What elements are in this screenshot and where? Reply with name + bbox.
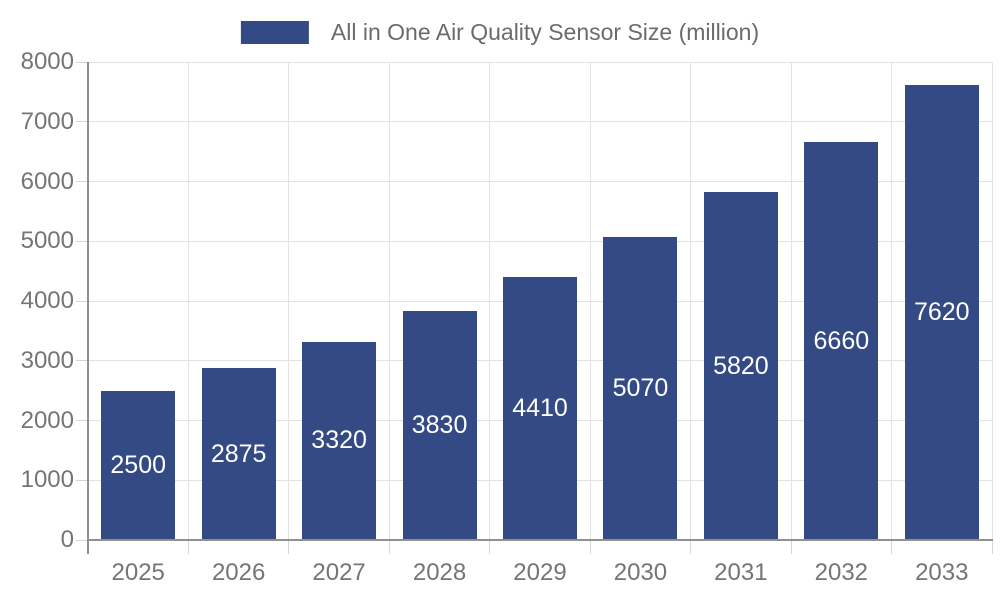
y-tick [76, 121, 87, 123]
y-tick [76, 539, 87, 541]
h-gridline [88, 181, 992, 182]
bar-value-label: 3320 [311, 426, 367, 455]
v-gridline [891, 62, 893, 540]
h-gridline [88, 121, 992, 123]
bar: 4410 [503, 276, 577, 540]
x-tick-label: 2030 [613, 559, 668, 586]
y-tick-label: 8000 [20, 48, 74, 75]
v-gridline [690, 62, 692, 540]
v-gridline [991, 62, 993, 540]
bar-value-label: 2875 [210, 439, 267, 468]
y-axis-line [87, 62, 89, 554]
y-tick [76, 181, 87, 182]
y-tick [76, 240, 87, 242]
bar: 2875 [201, 368, 276, 540]
legend-label: All in One Air Quality Sensor Size (mill… [330, 19, 760, 45]
x-tick [288, 541, 290, 554]
x-tick [891, 541, 893, 554]
x-tick-label: 2032 [814, 559, 869, 586]
plot-area: 2500 2875 3320 3830 4410 5070 5820 6660 7620 [88, 62, 993, 540]
bar-value-label: 3830 [411, 411, 468, 440]
legend-swatch [240, 21, 309, 44]
y-tick-label: 7000 [20, 107, 74, 135]
v-gridline [187, 62, 189, 540]
v-gridline [388, 62, 390, 540]
y-tick-label: 3000 [20, 346, 74, 374]
x-tick-label: 2033 [915, 559, 969, 586]
v-gridline [489, 62, 491, 540]
x-tick-label: 2026 [211, 559, 266, 586]
x-tick [388, 541, 390, 554]
y-tick-label: 4000 [20, 287, 74, 314]
bar: 5820 [703, 192, 778, 540]
y-tick [76, 61, 87, 63]
x-tick-label: 2027 [312, 559, 366, 586]
x-tick [589, 541, 591, 554]
v-gridline [790, 62, 792, 540]
h-gridline [88, 240, 992, 242]
y-tick [76, 360, 87, 362]
x-tick-label: 2025 [111, 559, 165, 586]
v-gridline [589, 62, 591, 540]
x-tick [690, 541, 692, 554]
bar: 2500 [101, 390, 176, 540]
bar-value-label: 5820 [713, 351, 769, 380]
bar: 3320 [302, 341, 377, 540]
x-axis-line [87, 539, 993, 541]
y-tick-label: 2000 [20, 406, 74, 434]
x-tick [991, 541, 993, 554]
y-tick-label: 1000 [20, 466, 74, 494]
bar-value-label: 5070 [612, 374, 669, 403]
bar-value-label: 6660 [813, 326, 870, 355]
y-tick [76, 300, 87, 302]
y-tick [76, 479, 87, 481]
h-gridline [88, 62, 992, 63]
bar: 6660 [804, 142, 879, 540]
bar-value-label: 2500 [110, 450, 167, 479]
x-tick [489, 541, 491, 554]
v-gridline [288, 62, 290, 540]
bar-value-label: 7620 [913, 297, 970, 326]
y-tick [76, 420, 87, 421]
bar: 5070 [603, 237, 678, 540]
x-tick-label: 2031 [714, 559, 768, 586]
y-tick-label: 0 [60, 526, 74, 553]
bar: 7620 [904, 84, 979, 540]
x-tick [187, 541, 189, 554]
bar: 3830 [402, 311, 477, 540]
x-tick [790, 541, 792, 554]
x-tick-label: 2029 [513, 559, 567, 586]
y-tick-label: 6000 [20, 167, 74, 195]
x-tick-label: 2028 [412, 559, 467, 586]
y-tick-label: 5000 [20, 227, 74, 255]
bar-value-label: 4410 [512, 393, 568, 422]
legend-item[interactable]: All in One Air Quality Sensor Size (mill… [240, 19, 760, 45]
